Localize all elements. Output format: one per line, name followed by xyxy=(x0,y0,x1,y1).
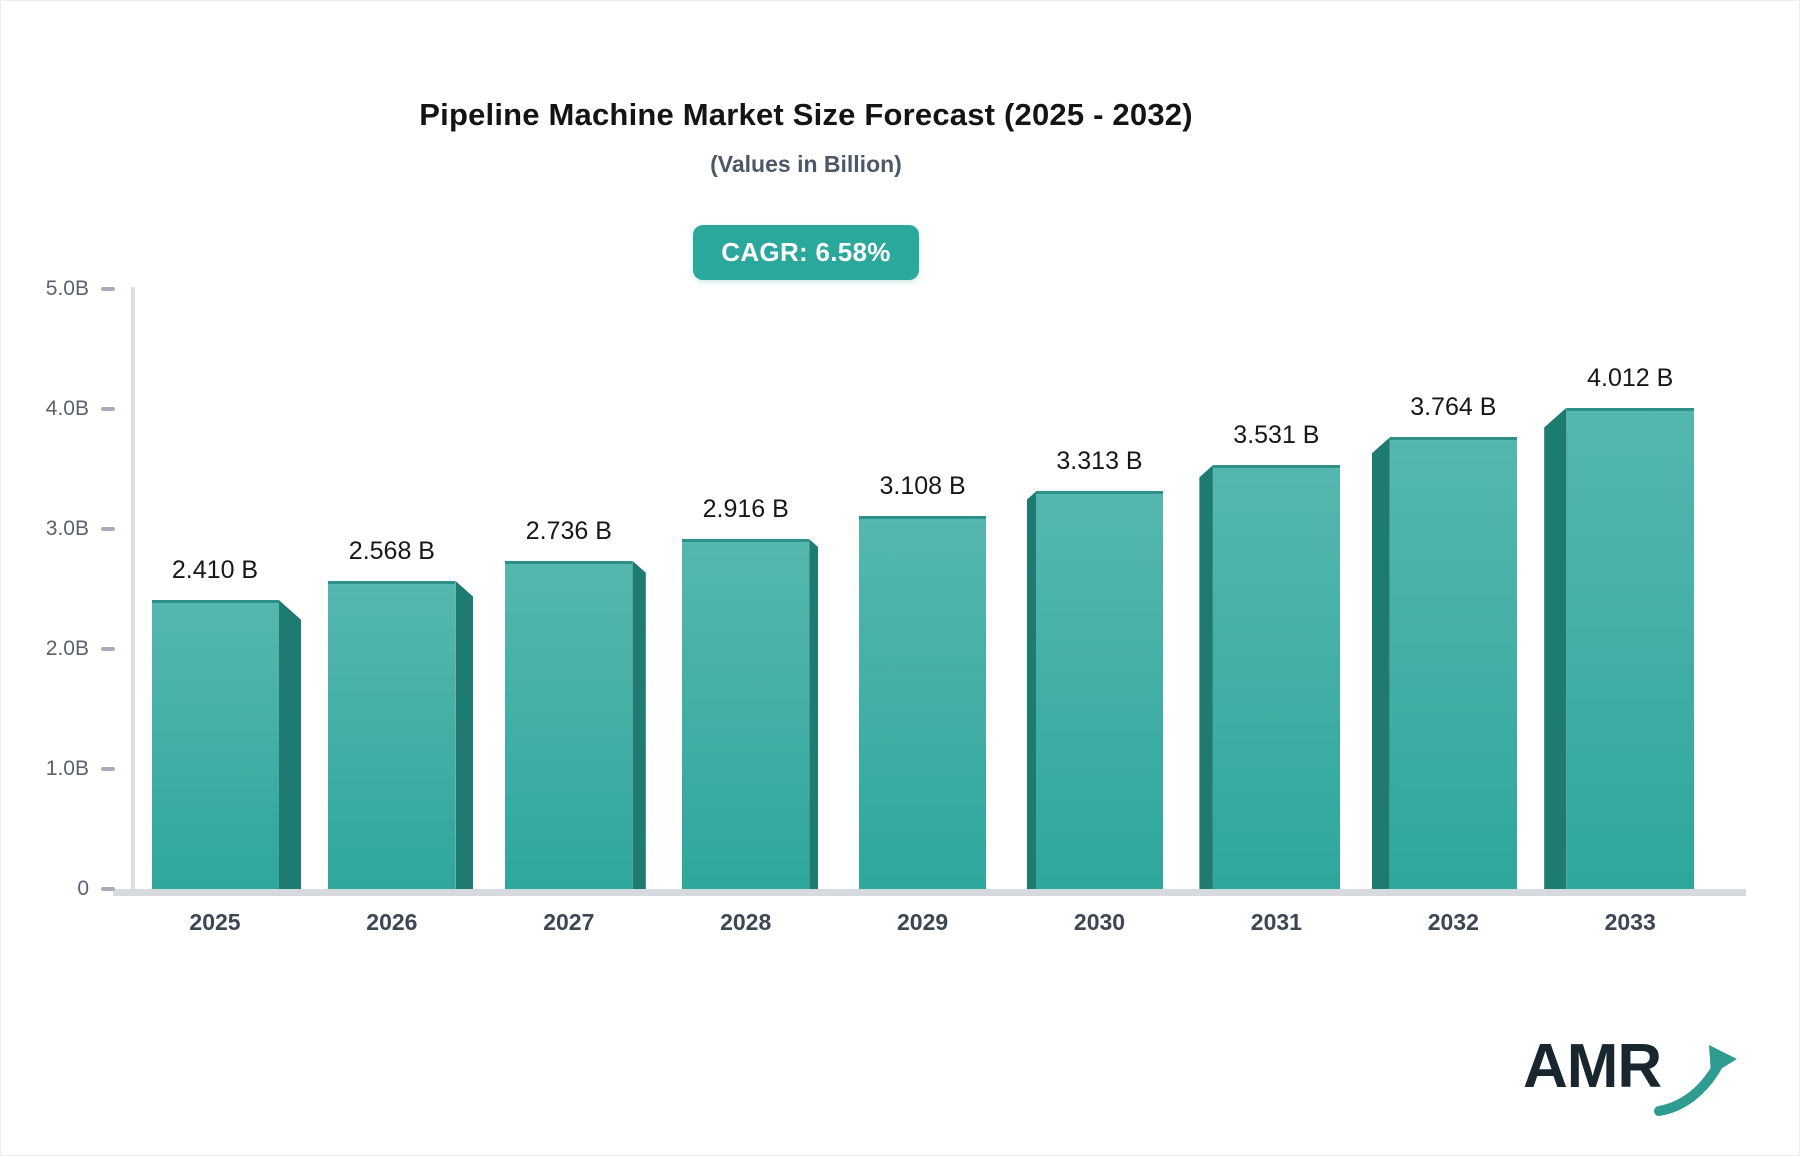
bar-2029 xyxy=(859,516,987,889)
x-axis-label-2026: 2026 xyxy=(366,909,418,935)
cagr-badge: CAGR: 6.58% xyxy=(693,225,919,280)
bar-side-2032 xyxy=(1371,437,1390,889)
bar-2033 xyxy=(1566,407,1694,889)
bar-side-2031 xyxy=(1199,465,1213,889)
y-tick-dash xyxy=(101,767,115,771)
chart-title: Pipeline Machine Market Size Forecast (2… xyxy=(419,97,1193,132)
y-tick-label: 3.0B xyxy=(45,517,89,540)
bar-value-label-2028: 2.916 B xyxy=(702,495,789,524)
y-tick-dash xyxy=(101,287,115,291)
chart-subtitle: (Values in Billion) xyxy=(710,151,902,177)
x-axis-label-2028: 2028 xyxy=(720,909,772,935)
x-axis-label-2032: 2032 xyxy=(1427,909,1479,935)
bar-side-2030 xyxy=(1027,491,1036,889)
amr-logo-arrow-icon xyxy=(1654,1045,1737,1116)
bar-value-label-2031: 3.531 B xyxy=(1233,421,1320,450)
y-tick-label: 2.0B xyxy=(45,637,89,660)
x-axis-label-2029: 2029 xyxy=(897,909,949,935)
y-axis-line xyxy=(131,287,135,896)
x-axis-label-2031: 2031 xyxy=(1250,909,1302,935)
y-tick-dash xyxy=(101,407,115,411)
bar-2026 xyxy=(328,580,456,889)
bar-2031 xyxy=(1212,465,1340,889)
bar-side-2027 xyxy=(632,560,646,889)
bar-value-label-2030: 3.313 B xyxy=(1056,447,1143,476)
bar-2032 xyxy=(1389,437,1517,889)
bar-side-2033 xyxy=(1544,407,1567,889)
y-tick-dash xyxy=(101,887,115,891)
y-tick-dash xyxy=(101,527,115,531)
bar-2030 xyxy=(1036,491,1163,889)
bar-2025 xyxy=(151,599,279,889)
x-axis-label-2033: 2033 xyxy=(1604,909,1656,935)
bar-2028 xyxy=(682,539,810,889)
amr-logo: AMR xyxy=(1523,1023,1773,1123)
x-axis-baseline xyxy=(113,889,1746,896)
cagr-badge-wrap: CAGR: 6.58% xyxy=(1,225,1611,280)
x-axis-label-2030: 2030 xyxy=(1073,909,1126,935)
y-tick-label: 4.0B xyxy=(45,397,89,420)
bar-value-label-2032: 3.764 B xyxy=(1410,393,1497,422)
y-tick-label: 5.0B xyxy=(45,277,89,300)
bar-2027 xyxy=(505,560,633,889)
y-tick-dash xyxy=(101,647,115,651)
bar-side-2025 xyxy=(278,599,301,889)
amr-logo-text: AMR xyxy=(1523,1032,1662,1101)
x-axis-label-2025: 2025 xyxy=(189,909,241,935)
bar-value-label-2029: 3.108 B xyxy=(879,472,966,501)
y-tick-label: 1.0B xyxy=(45,757,89,780)
bar-value-label-2025: 2.410 B xyxy=(171,555,259,584)
bar-value-label-2027: 2.736 B xyxy=(525,516,612,545)
bar-value-label-2033: 4.012 B xyxy=(1587,363,1674,392)
bar-value-label-2026: 2.568 B xyxy=(348,536,435,565)
bar-side-2028 xyxy=(809,539,819,889)
y-tick-label: 0 xyxy=(77,877,89,900)
bar-side-2026 xyxy=(455,580,474,889)
x-axis-label-2027: 2027 xyxy=(543,909,595,935)
